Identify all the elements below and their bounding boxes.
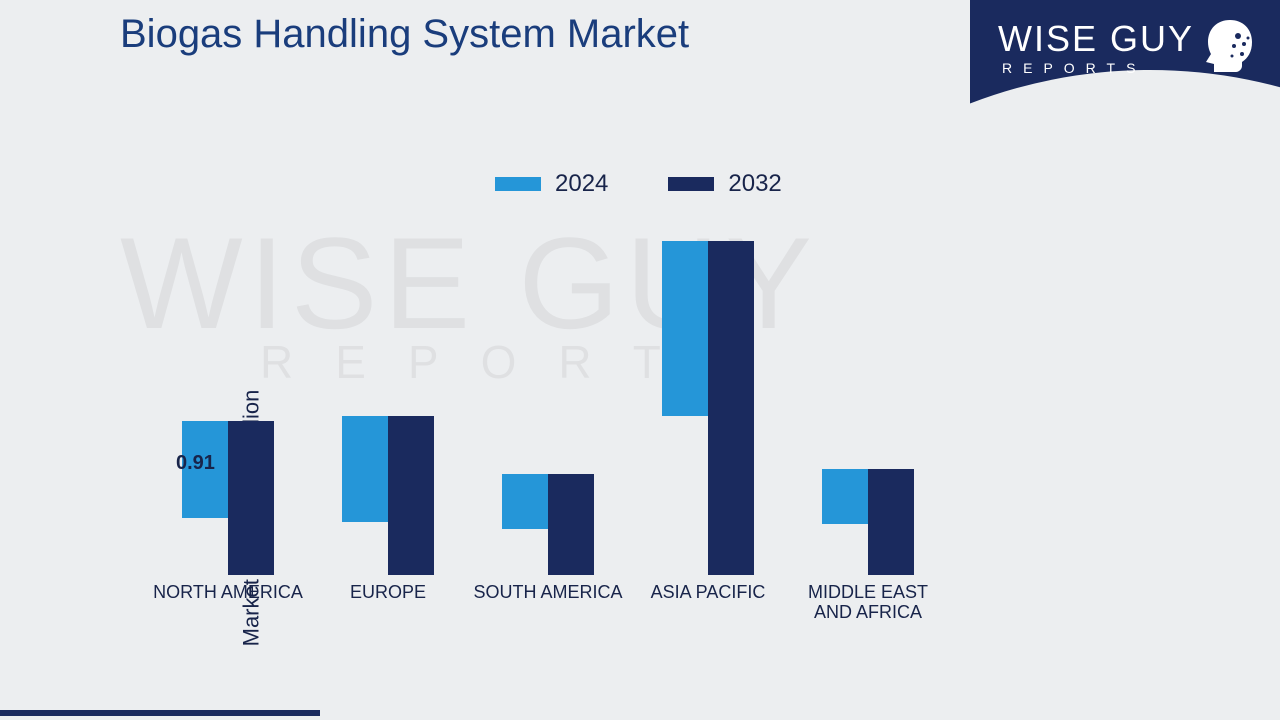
bar-2032: [708, 241, 754, 575]
bar-2024: [822, 469, 868, 524]
x-axis-label: MIDDLE EAST AND AFRICA: [788, 583, 948, 623]
legend-label: 2024: [555, 170, 608, 198]
bar-2032: [388, 416, 434, 575]
bar-2032: [228, 421, 274, 575]
bar-group: [148, 421, 308, 575]
bar-group: [628, 241, 788, 575]
bar-2032: [548, 474, 594, 575]
legend-swatch: [668, 177, 714, 191]
brand-logo: WISE GUY REPORTS: [998, 18, 1258, 88]
x-axis-label: ASIA PACIFIC: [628, 583, 788, 603]
legend-item: 2032: [668, 170, 781, 198]
legend: 2024 2032: [495, 170, 782, 198]
x-axis-label: NORTH AMERICA: [148, 583, 308, 603]
bar-2024: [342, 416, 388, 522]
legend-item: 2024: [495, 170, 608, 198]
bar-2024: [502, 474, 548, 529]
bar-group: [788, 469, 948, 575]
legend-label: 2032: [728, 170, 781, 198]
bar-2032: [868, 469, 914, 575]
head-icon: [1198, 16, 1262, 80]
bar-group: [468, 474, 628, 575]
bar-group: [308, 416, 468, 575]
bottom-stripe: [0, 710, 320, 716]
logo-main: WISE GUY: [998, 18, 1194, 59]
legend-swatch: [495, 177, 541, 191]
x-axis-label: EUROPE: [308, 583, 468, 603]
bar-2024: [662, 241, 708, 416]
value-label: 0.91: [176, 452, 215, 475]
chart-stage: WISE GUY REPORTS WISE GUY REPORTS Biogas…: [0, 0, 1280, 720]
chart-area: 20242032 Market Size in USD Billion NORT…: [80, 170, 950, 710]
plot-area: [148, 225, 948, 575]
x-axis-label: SOUTH AMERICA: [468, 583, 628, 603]
chart-title: Biogas Handling System Market: [120, 12, 689, 57]
